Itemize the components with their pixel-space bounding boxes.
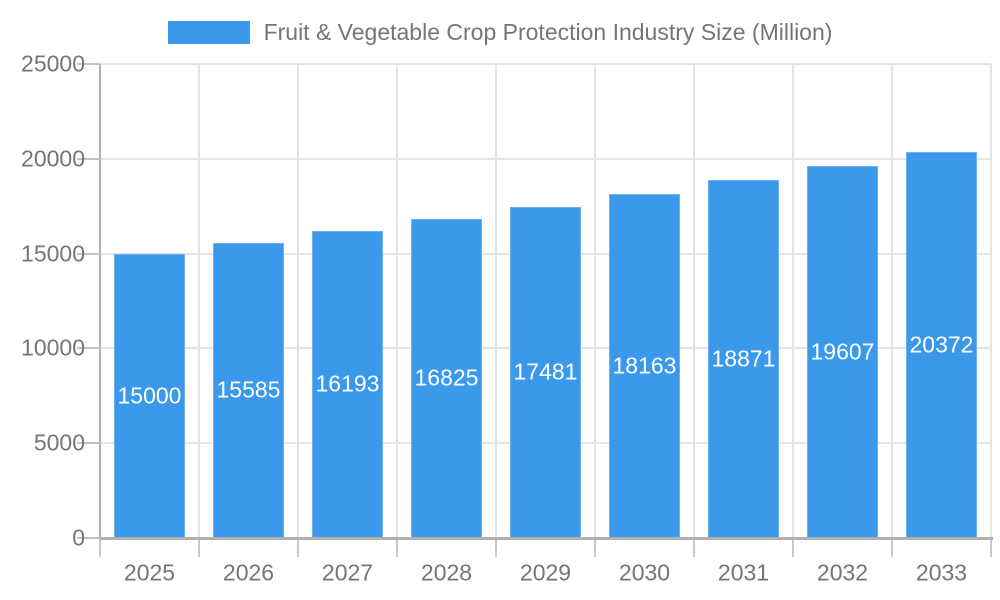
bar-2026[interactable]	[213, 242, 284, 538]
y-tick-mark	[77, 63, 100, 65]
bar-2032[interactable]	[807, 166, 878, 538]
x-tick-mark	[594, 540, 596, 557]
bar-value-label: 15000	[117, 382, 182, 409]
y-tick-mark	[77, 347, 100, 350]
x-tick-label: 2030	[618, 559, 671, 586]
bar-value-label: 18163	[612, 352, 677, 379]
x-tick-mark	[396, 540, 398, 557]
x-tick-label: 2029	[519, 559, 572, 586]
bar-2028[interactable]	[411, 218, 482, 538]
x-tick-label: 2027	[321, 559, 374, 586]
y-tick-mark	[77, 442, 100, 445]
bar-2027[interactable]	[312, 230, 383, 538]
v-gridline	[891, 64, 893, 538]
legend-label: Fruit & Vegetable Crop Protection Indust…	[263, 19, 833, 45]
x-tick-label: 2025	[123, 559, 176, 586]
bar-value-label: 18871	[711, 345, 776, 372]
x-tick-mark	[693, 540, 695, 557]
v-gridline	[297, 64, 299, 538]
y-tick-label: 15000	[21, 240, 85, 267]
y-tick-label: 0	[72, 524, 85, 551]
chart-legend: Fruit & Vegetable Crop Protection Indust…	[0, 19, 1000, 46]
legend-swatch	[167, 21, 250, 44]
bar-2033[interactable]	[906, 151, 977, 538]
bar-2031[interactable]	[708, 180, 779, 538]
v-gridline	[495, 64, 497, 538]
bar-2029[interactable]	[510, 206, 581, 538]
x-tick-label: 2031	[717, 559, 770, 586]
y-tick-label: 5000	[33, 429, 85, 456]
y-tick-mark	[77, 252, 100, 255]
h-gridline	[100, 63, 991, 65]
y-tick-label: 10000	[21, 334, 85, 361]
bar-2030[interactable]	[609, 193, 680, 538]
x-tick-mark	[990, 540, 992, 557]
y-tick-label: 20000	[21, 145, 85, 172]
y-axis-line	[99, 64, 101, 557]
bar-value-label: 16193	[315, 370, 380, 397]
v-gridline	[990, 64, 992, 538]
x-tick-mark	[792, 540, 794, 557]
x-tick-mark	[891, 540, 893, 557]
x-axis-line	[99, 537, 993, 540]
bar-value-label: 17481	[513, 358, 578, 385]
y-tick-mark	[77, 537, 100, 539]
x-tick-mark	[99, 540, 101, 557]
h-gridline	[100, 157, 991, 160]
x-tick-mark	[198, 540, 200, 557]
x-tick-label: 2026	[222, 559, 275, 586]
x-tick-mark	[297, 540, 299, 557]
bar-2025[interactable]	[114, 253, 185, 538]
v-gridline	[198, 64, 200, 538]
x-tick-label: 2028	[420, 559, 473, 586]
y-tick-mark	[77, 157, 100, 160]
x-tick-label: 2032	[816, 559, 869, 586]
plot-area: 15000 15585 16193 16825 17481 18163 18871 19607…	[100, 63, 992, 538]
x-tick-mark	[495, 540, 497, 557]
bar-value-label: 19607	[810, 338, 875, 365]
bar-value-label: 15585	[216, 376, 281, 403]
v-gridline	[792, 64, 794, 538]
y-tick-label: 25000	[21, 50, 85, 77]
bar-value-label: 20372	[909, 331, 974, 358]
v-gridline	[693, 64, 695, 538]
x-tick-label: 2033	[915, 559, 968, 586]
v-gridline	[396, 64, 398, 538]
bar-value-label: 16825	[414, 364, 479, 391]
v-gridline	[594, 64, 596, 538]
